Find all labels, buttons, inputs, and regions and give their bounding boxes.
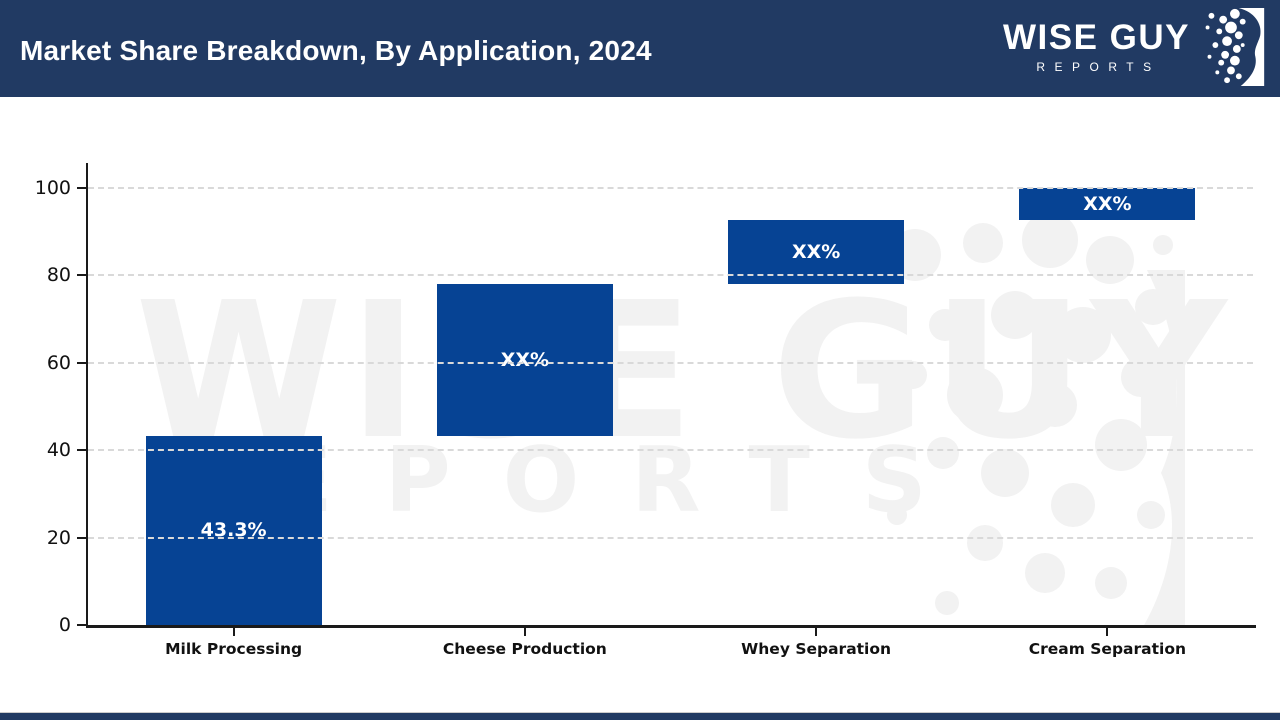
- x-category-label: Milk Processing: [165, 640, 303, 658]
- footer-bar: [0, 712, 1280, 720]
- bar-value-label: 43.3%: [200, 519, 267, 542]
- logo-wordmark: WISE GUY: [1002, 18, 1190, 58]
- gridline: [88, 361, 1253, 364]
- x-tick-mark: [815, 628, 818, 636]
- gridline: [88, 274, 1253, 276]
- x-tick-mark: [232, 628, 235, 636]
- bar: XX%: [1019, 187, 1196, 221]
- x-category-label: Whey Separation: [741, 640, 892, 658]
- y-tick-label: 0: [58, 614, 71, 636]
- x-tick-mark: [1106, 628, 1109, 636]
- bar-value-label: XX%: [500, 348, 550, 371]
- bar-value-label: XX%: [1083, 192, 1132, 215]
- y-tick-label: 80: [46, 264, 71, 286]
- y-tick-mark: [77, 449, 86, 451]
- y-axis-spine: [86, 163, 88, 627]
- bar: 43.3%: [145, 435, 322, 625]
- logo-subtitle: REPORTS: [1036, 59, 1161, 74]
- x-axis-spine: [86, 625, 1256, 628]
- logo-text: WISE GUY REPORTS: [1002, 18, 1190, 74]
- y-tick-mark: [77, 536, 86, 539]
- bar: XX%: [436, 283, 613, 436]
- x-tick-mark: [523, 628, 526, 636]
- watermark-head-dots: [887, 215, 1185, 627]
- logo-head-icon: [1205, 7, 1265, 87]
- y-tick-label: 40: [46, 439, 71, 461]
- y-tick-mark: [77, 361, 86, 364]
- y-tick-mark: [77, 274, 86, 276]
- chart-title: Market Share Breakdown, By Application, …: [20, 35, 652, 66]
- bar-value-label: XX%: [791, 241, 841, 264]
- header: Market Share Breakdown, By Application, …: [0, 0, 1280, 97]
- y-tick-mark: [77, 624, 86, 626]
- y-tick-label: 100: [34, 176, 71, 199]
- gridline: [88, 449, 1253, 451]
- bar: XX%: [728, 220, 905, 284]
- gridline: [88, 186, 1253, 189]
- watermark-wordmark: WISE GUY: [135, 262, 1233, 481]
- x-category-label: Cheese Production: [442, 640, 607, 658]
- x-category-label: Cream Separation: [1028, 640, 1187, 658]
- y-tick-label: 60: [46, 351, 71, 374]
- wise-guy-logo: WISE GUY REPORTS: [1003, 6, 1266, 88]
- gridline: [88, 536, 1253, 539]
- y-tick-mark: [77, 186, 86, 189]
- y-tick-label: 20: [46, 526, 71, 549]
